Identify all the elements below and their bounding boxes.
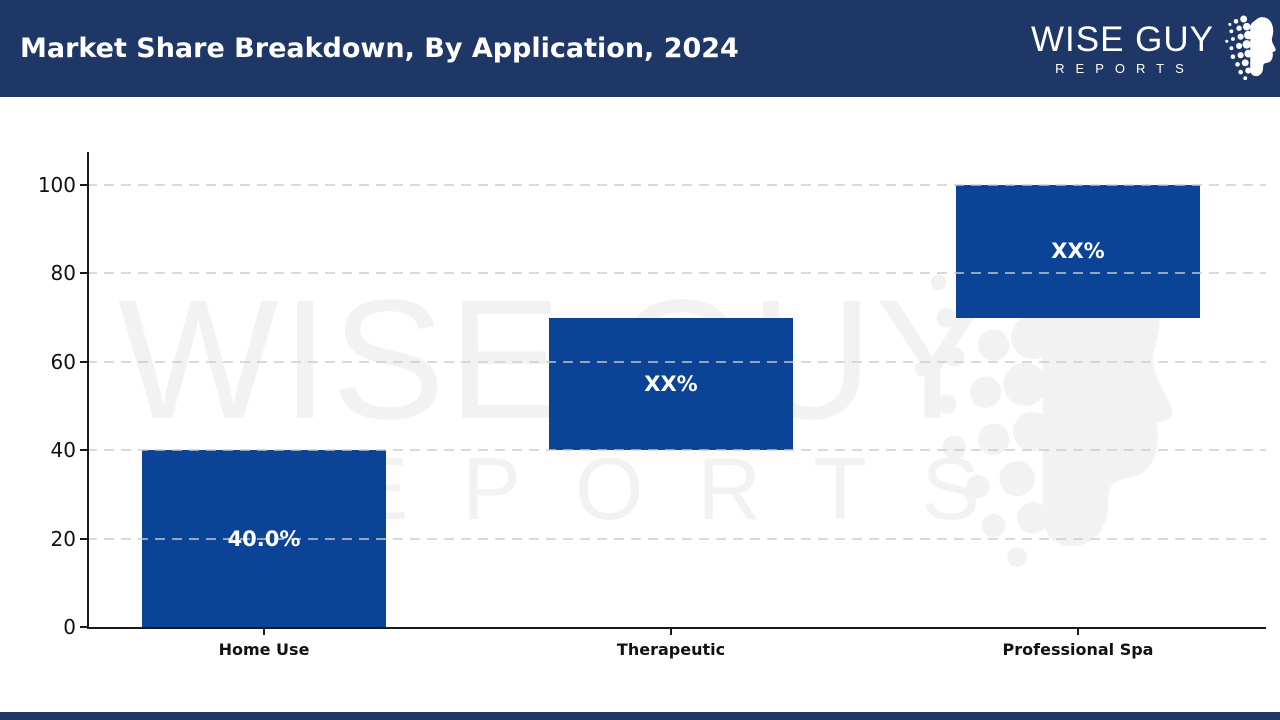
x-axis-tick-label: Home Use	[218, 640, 310, 659]
y-tick-mark	[80, 184, 87, 186]
x-axis-line	[87, 627, 1266, 629]
x-axis-tick-label: Professional Spa	[1002, 640, 1154, 659]
bar-value-label: XX%	[1051, 239, 1105, 264]
y-axis-tick-label: 100	[37, 173, 76, 197]
y-tick-mark	[80, 449, 87, 452]
y-axis-tick-label: 20	[50, 526, 76, 551]
bar-value-label: XX%	[644, 371, 698, 396]
footer-bar	[0, 712, 1280, 720]
gridline	[87, 449, 1266, 452]
y-axis-tick-label: 60	[50, 349, 76, 374]
gridline	[87, 537, 1266, 540]
y-axis-line	[87, 152, 89, 629]
logo-wiseguy-text: WISE GUY	[1030, 20, 1214, 60]
bar-value-label: 40.0%	[227, 526, 301, 551]
wise-guy-reports-logo: WISE GUY REPORTS	[1031, 5, 1276, 93]
x-tick-mark	[263, 628, 265, 635]
x-axis-tick-label: Therapeutic	[616, 640, 726, 659]
y-tick-mark	[80, 537, 87, 540]
bar-professional-spa	[956, 185, 1200, 318]
y-tick-mark	[80, 360, 87, 363]
y-tick-mark	[80, 272, 87, 275]
logo-reports-text: REPORTS	[1055, 60, 1195, 76]
gridline	[87, 272, 1266, 275]
y-axis-tick-label: 0	[63, 615, 76, 639]
logo-text: WISE GUY REPORTS	[1030, 20, 1214, 76]
gridline	[87, 360, 1266, 363]
x-tick-mark	[670, 628, 672, 635]
y-tick-mark	[80, 626, 87, 628]
y-axis-tick-label: 40	[50, 438, 76, 463]
y-axis-tick-label: 80	[50, 261, 76, 286]
gridline	[87, 184, 1266, 186]
logo-head-icon	[1196, 7, 1276, 91]
bar-therapeutic	[549, 317, 793, 451]
page-title: Market Share Breakdown, By Application, …	[20, 33, 739, 64]
header-bar: Market Share Breakdown, By Application, …	[0, 0, 1280, 97]
x-tick-mark	[1077, 628, 1079, 635]
